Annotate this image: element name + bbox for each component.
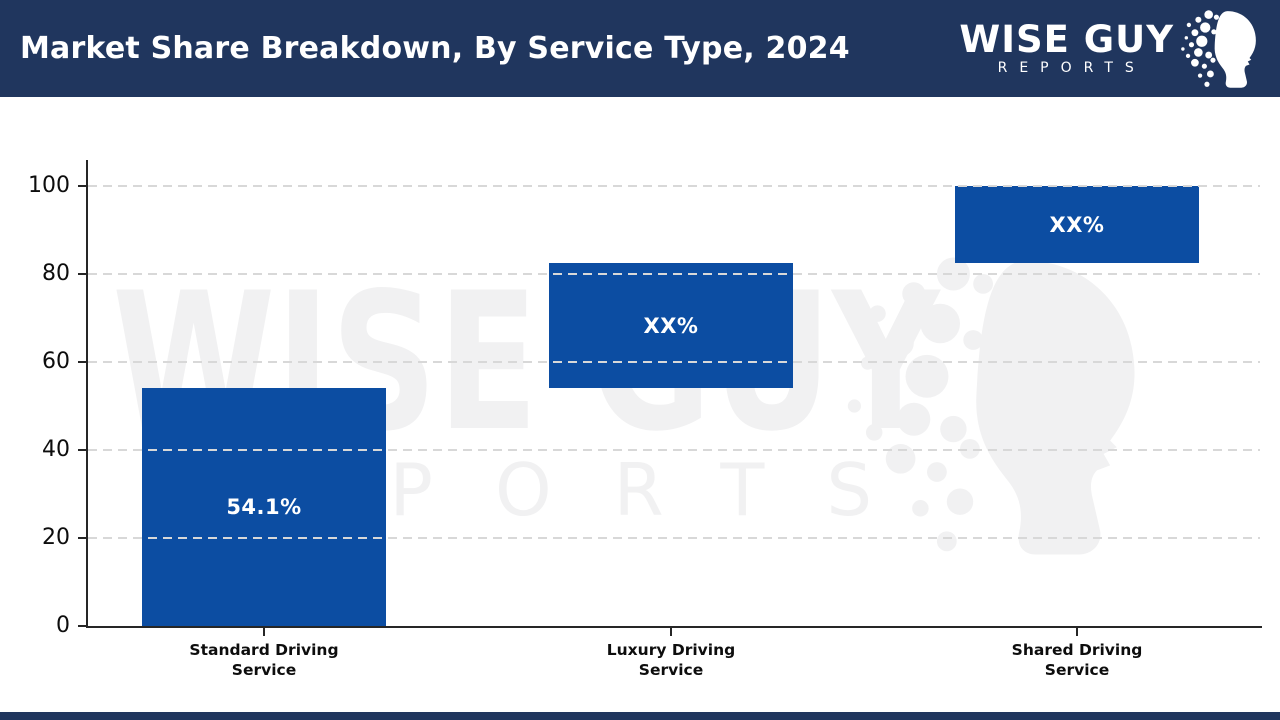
y-tick	[78, 273, 86, 275]
x-tick	[1076, 628, 1078, 636]
x-tick	[670, 628, 672, 636]
header-bar: Market Share Breakdown, By Service Type,…	[0, 0, 1280, 97]
x-category-label: Shared Driving Service	[1011, 641, 1143, 679]
bar: XX%	[549, 263, 793, 388]
y-tick-label: 40	[42, 437, 70, 462]
logo-text: WISE GUY REPORTS	[959, 17, 1174, 77]
gridline	[88, 273, 1260, 275]
footer-bar	[0, 712, 1280, 720]
gridline	[88, 185, 1260, 187]
bar-value-label: 54.1%	[226, 494, 302, 519]
y-tick	[78, 449, 86, 451]
bar-value-label: XX%	[1049, 212, 1105, 237]
y-tick	[78, 625, 86, 627]
y-tick-label: 60	[42, 349, 70, 374]
logo-subtext: REPORTS	[997, 59, 1146, 76]
wiseguy-logo: WISE GUY REPORTS	[959, 5, 1262, 93]
y-tick-label: 100	[28, 173, 70, 198]
bar-value-label: XX%	[643, 313, 699, 338]
gridline	[88, 361, 1260, 363]
y-tick	[78, 537, 86, 539]
bar: 54.1%	[142, 387, 386, 626]
y-tick	[78, 185, 86, 187]
x-category-label: Standard Driving Service	[189, 641, 339, 679]
y-axis-spine	[86, 160, 88, 628]
x-axis-spine	[86, 626, 1262, 628]
y-tick	[78, 361, 86, 363]
gridline	[88, 449, 1260, 451]
page-title: Market Share Breakdown, By Service Type,…	[20, 31, 850, 66]
y-tick-label: 80	[42, 261, 70, 286]
bar: XX%	[955, 186, 1199, 264]
x-category-label: Luxury Driving Service	[606, 641, 736, 679]
gridline	[88, 537, 1260, 539]
y-tick-label: 0	[56, 613, 70, 638]
y-tick-label: 20	[42, 525, 70, 550]
x-tick	[263, 628, 265, 636]
logo-wordmark: WISE GUY	[959, 17, 1174, 61]
